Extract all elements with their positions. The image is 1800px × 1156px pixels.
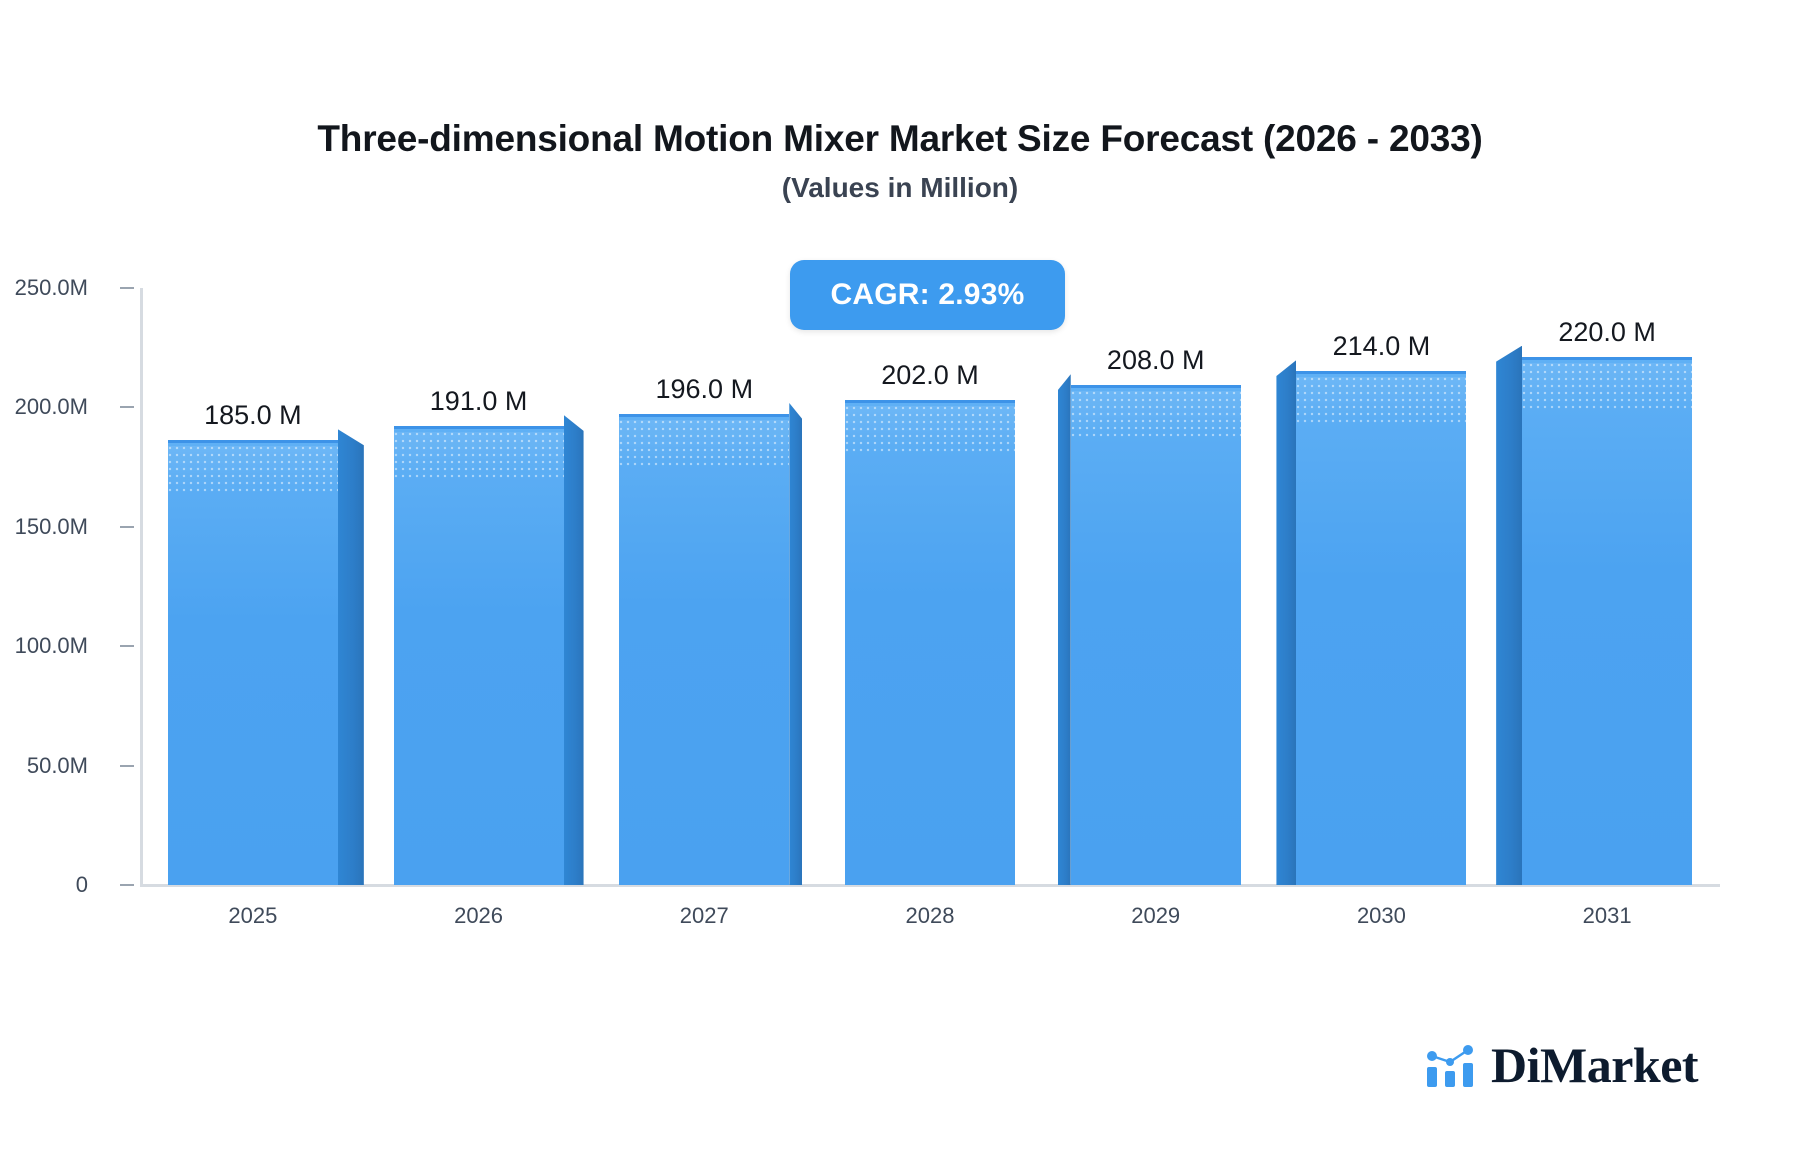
bar-side-face [1496, 345, 1523, 885]
y-axis-tick-label: 150.0M [14, 513, 88, 539]
bar-value-label: 220.0 M [1558, 316, 1656, 347]
y-axis-tick-label: 50.0M [26, 752, 88, 778]
logo-text: DiMarket [1491, 1037, 1699, 1093]
bar-2025[interactable]: 185.0 M [167, 400, 364, 885]
page-title: Three-dimensional Motion Mixer Market Si… [317, 118, 1483, 159]
cagr-badge: CAGR: 2.93% [790, 260, 1065, 330]
y-axis-line [140, 288, 143, 885]
bar-front-face [167, 440, 338, 885]
bar-side-face [789, 402, 803, 885]
bar-2030[interactable]: 214.0 M [1276, 331, 1467, 885]
x-axis-tick-label: 2029 [1131, 903, 1181, 928]
bar-front-face [619, 413, 790, 885]
bar-value-label: 214.0 M [1332, 330, 1431, 361]
y-axis-tick-label: 200.0M [14, 394, 88, 420]
x-axis-tick-label: 2026 [454, 903, 504, 928]
bar-2031[interactable]: 220.0 M [1496, 317, 1693, 885]
page-subtitle: (Values in Million) [781, 172, 1019, 203]
y-axis-tick-mark [120, 645, 134, 648]
cagr-badge-label: CAGR: 2.93% [830, 278, 1025, 311]
y-axis-tick-mark [120, 884, 134, 886]
bar-value-label: 191.0 M [429, 385, 528, 416]
bar-value-label: 202.0 M [881, 359, 979, 390]
bar-side-face [563, 414, 584, 885]
bar-2026[interactable]: 191.0 M [393, 386, 584, 885]
bar-front-face [393, 425, 564, 885]
bar-side-face [337, 429, 364, 885]
bar-front-face [1522, 356, 1693, 885]
bar-front-face [1070, 385, 1241, 885]
y-axis-tick-label: 100.0M [14, 633, 88, 659]
bar-value-label: 185.0 M [204, 400, 302, 431]
bar-chart-icon [1427, 1045, 1473, 1087]
bar-2027[interactable]: 196.0 M [619, 374, 803, 885]
bar-2029[interactable]: 208.0 M [1057, 345, 1241, 885]
bar-front-face [845, 399, 1015, 885]
bar-value-label: 196.0 M [655, 373, 754, 404]
x-axis-tick-label: 2031 [1582, 903, 1632, 928]
x-axis-tick-label: 2027 [679, 903, 729, 928]
dimarket-logo: DiMarket [1425, 1037, 1699, 1093]
y-axis-tick-mark [120, 525, 134, 528]
bar-side-face [1276, 359, 1297, 885]
bar-value-label: 208.0 M [1106, 345, 1205, 376]
y-axis-tick-label: 250.0M [14, 275, 88, 300]
y-axis-tick-mark [120, 764, 134, 767]
y-axis-tick-mark [120, 287, 134, 289]
x-axis-tick-label: 2025 [228, 903, 278, 928]
x-axis-line [140, 884, 1720, 887]
y-axis-tick-label: 0 [75, 872, 88, 897]
x-axis-tick-label: 2030 [1356, 903, 1406, 928]
bar-side-face [1057, 374, 1071, 885]
y-axis-tick-mark [120, 406, 134, 409]
bar-2028[interactable]: 202.0 M [845, 360, 1015, 885]
bar-front-face [1296, 370, 1467, 885]
x-axis-tick-label: 2028 [905, 903, 955, 928]
